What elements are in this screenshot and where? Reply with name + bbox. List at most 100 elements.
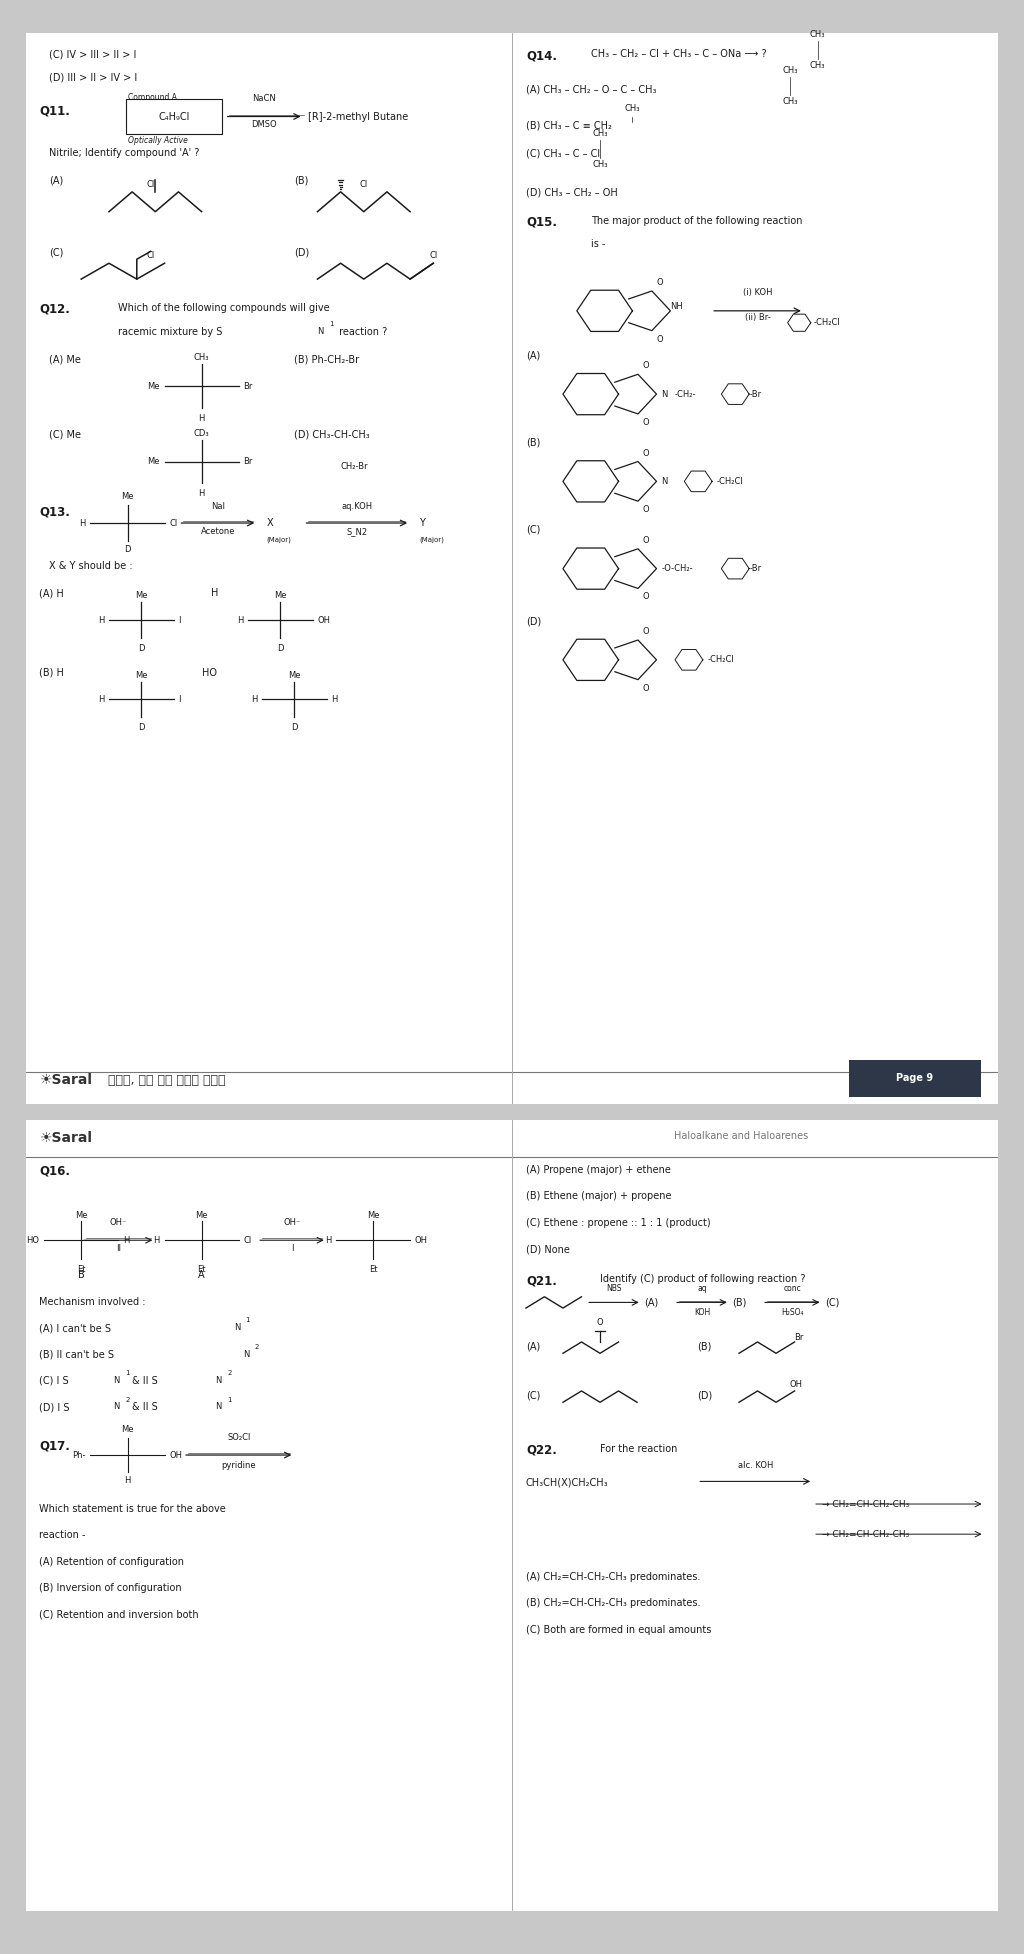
Text: Page 9: Page 9 <box>896 1073 934 1083</box>
Text: H: H <box>98 696 104 703</box>
Text: Et: Et <box>198 1264 206 1274</box>
Text: Me: Me <box>135 592 147 600</box>
Text: (B): (B) <box>294 176 308 186</box>
Text: OH: OH <box>317 616 331 625</box>
Text: H: H <box>332 696 338 703</box>
Text: (D) III > II > IV > I: (D) III > II > IV > I <box>49 72 137 82</box>
Text: (B) II can't be S: (B) II can't be S <box>40 1350 115 1360</box>
Text: 1: 1 <box>329 320 334 326</box>
Text: NH: NH <box>671 303 683 311</box>
Text: CH₃: CH₃ <box>782 66 798 74</box>
Text: Q17.: Q17. <box>40 1440 71 1454</box>
Text: Et: Et <box>369 1264 377 1274</box>
Text: Me: Me <box>196 1211 208 1219</box>
Text: Me: Me <box>147 457 160 467</box>
Text: N: N <box>234 1323 241 1333</box>
Text: Cl: Cl <box>146 180 155 190</box>
Text: H: H <box>98 616 104 625</box>
Text: Me: Me <box>288 670 300 680</box>
Text: -Br: -Br <box>750 389 761 399</box>
Text: Ph-: Ph- <box>73 1450 86 1460</box>
Text: O: O <box>643 592 649 602</box>
Text: racemic mixture by S: racemic mixture by S <box>118 326 222 336</box>
Text: CD₃: CD₃ <box>194 428 210 438</box>
Text: -CH₂Cl: -CH₂Cl <box>708 655 734 664</box>
Text: (C) Both are formed in equal amounts: (C) Both are formed in equal amounts <box>526 1624 712 1635</box>
Text: (A) CH₃ – CH₂ – O – C – CH₃: (A) CH₃ – CH₂ – O – C – CH₃ <box>526 84 656 96</box>
Text: (A): (A) <box>526 350 540 360</box>
Text: NaI: NaI <box>211 502 225 512</box>
Text: Cl: Cl <box>359 180 368 190</box>
Text: I: I <box>291 1245 293 1253</box>
Text: SO₂Cl: SO₂Cl <box>227 1432 251 1442</box>
Text: S_N2: S_N2 <box>346 528 368 535</box>
Text: Q14.: Q14. <box>526 49 557 63</box>
Text: O: O <box>643 449 649 457</box>
Text: (C) CH₃ – C – Cl: (C) CH₃ – C – Cl <box>526 149 600 158</box>
Text: Nitrile; Identify compound 'A' ?: Nitrile; Identify compound 'A' ? <box>49 149 199 158</box>
Text: H: H <box>251 696 257 703</box>
Text: [R]-2-methyl Butane: [R]-2-methyl Butane <box>308 111 409 121</box>
Text: I: I <box>178 696 181 703</box>
Text: O: O <box>656 277 664 287</box>
Text: (B) CH₃ – C ≡ CH₂: (B) CH₃ – C ≡ CH₂ <box>526 121 611 131</box>
Text: Me: Me <box>274 592 287 600</box>
Text: N: N <box>215 1403 222 1411</box>
Text: HO: HO <box>202 668 217 678</box>
Text: Q11.: Q11. <box>40 106 71 117</box>
Text: D: D <box>124 545 131 553</box>
Text: O: O <box>597 1317 603 1327</box>
Text: (B) Inversion of configuration: (B) Inversion of configuration <box>40 1583 182 1593</box>
Text: H: H <box>80 518 86 528</box>
Text: (C): (C) <box>526 1391 541 1401</box>
Text: 1: 1 <box>125 1370 130 1376</box>
Text: Cl: Cl <box>169 518 177 528</box>
Text: (C) I S: (C) I S <box>40 1376 70 1385</box>
Text: → CH₂=CH-CH₂-CH₃: → CH₂=CH-CH₂-CH₃ <box>822 1530 909 1538</box>
Text: (D) CH₃ – CH₂ – OH: (D) CH₃ – CH₂ – OH <box>526 188 617 197</box>
Text: Cl: Cl <box>244 1235 252 1245</box>
Text: (ii) Br-: (ii) Br- <box>744 313 770 322</box>
Text: N: N <box>317 326 324 336</box>
Text: Me: Me <box>121 492 134 500</box>
Text: H: H <box>154 1235 160 1245</box>
Text: alc. KOH: alc. KOH <box>737 1462 773 1469</box>
Text: Br: Br <box>244 381 253 391</box>
Text: (A) H: (A) H <box>40 588 65 598</box>
Text: (A): (A) <box>526 1342 540 1352</box>
Text: H: H <box>325 1235 332 1245</box>
Text: (C) Retention and inversion both: (C) Retention and inversion both <box>40 1610 199 1620</box>
Text: H: H <box>237 616 244 625</box>
Text: X: X <box>266 518 273 528</box>
Text: ☀Saral: ☀Saral <box>40 1073 92 1086</box>
Text: (A) Retention of configuration: (A) Retention of configuration <box>40 1557 184 1567</box>
Text: DMSO: DMSO <box>251 121 276 129</box>
Text: (D): (D) <box>697 1391 713 1401</box>
Text: CH₃: CH₃ <box>810 29 825 39</box>
Text: N: N <box>244 1350 250 1358</box>
Text: CH₃: CH₃ <box>592 160 608 170</box>
Text: O: O <box>643 361 649 371</box>
Text: Compound A: Compound A <box>128 92 176 102</box>
Text: & II S: & II S <box>132 1403 158 1413</box>
Text: Br: Br <box>244 457 253 467</box>
Text: (B): (B) <box>526 438 541 447</box>
Text: (A) CH₂=CH-CH₂-CH₃ predominates.: (A) CH₂=CH-CH₂-CH₃ predominates. <box>526 1571 700 1583</box>
Text: N: N <box>215 1376 222 1385</box>
Text: OH⁻: OH⁻ <box>110 1217 127 1227</box>
Text: X & Y should be :: X & Y should be : <box>49 561 132 571</box>
Text: (Major): (Major) <box>266 537 292 543</box>
Text: (C): (C) <box>49 248 63 258</box>
Text: (D) CH₃-CH-CH₃: (D) CH₃-CH-CH₃ <box>294 430 370 440</box>
Text: CH₃: CH₃ <box>194 354 209 361</box>
Text: (A) I can't be S: (A) I can't be S <box>40 1323 112 1333</box>
Text: The major product of the following reaction: The major product of the following react… <box>591 215 802 225</box>
Text: N: N <box>114 1403 120 1411</box>
Text: Me: Me <box>147 381 160 391</box>
Text: Q12.: Q12. <box>40 303 71 317</box>
Text: (C): (C) <box>526 526 541 535</box>
Text: (D) I S: (D) I S <box>40 1403 70 1413</box>
Text: HO: HO <box>27 1235 40 1245</box>
Text: 2: 2 <box>125 1397 130 1403</box>
Text: -CH₂Cl: -CH₂Cl <box>813 319 840 326</box>
